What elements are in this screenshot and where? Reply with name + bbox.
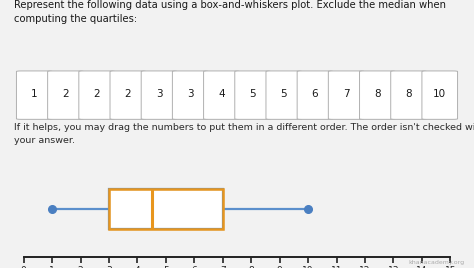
FancyBboxPatch shape [297, 71, 333, 119]
Text: 2: 2 [62, 89, 69, 99]
Text: 8: 8 [405, 89, 412, 99]
FancyBboxPatch shape [79, 71, 114, 119]
Text: 8: 8 [374, 89, 381, 99]
Text: 3: 3 [156, 89, 162, 99]
Text: 5: 5 [249, 89, 256, 99]
FancyBboxPatch shape [235, 71, 270, 119]
FancyBboxPatch shape [110, 71, 146, 119]
FancyBboxPatch shape [173, 71, 208, 119]
Bar [109, 189, 223, 229]
Text: 5: 5 [281, 89, 287, 99]
FancyBboxPatch shape [422, 71, 457, 119]
Bar [109, 189, 223, 229]
FancyBboxPatch shape [47, 71, 83, 119]
Text: 1: 1 [31, 89, 37, 99]
FancyBboxPatch shape [359, 71, 395, 119]
Text: 2: 2 [93, 89, 100, 99]
FancyBboxPatch shape [17, 71, 52, 119]
Text: khanacademy.org: khanacademy.org [409, 260, 465, 265]
FancyBboxPatch shape [328, 71, 364, 119]
FancyBboxPatch shape [266, 71, 301, 119]
Text: Represent the following data using a box-and-whiskers plot. Exclude the median w: Represent the following data using a box… [14, 0, 446, 24]
Text: 3: 3 [187, 89, 193, 99]
Text: 2: 2 [125, 89, 131, 99]
Text: 7: 7 [343, 89, 349, 99]
Text: 6: 6 [312, 89, 318, 99]
Text: 10: 10 [433, 89, 447, 99]
Text: If it helps, you may drag the numbers to put them in a different order. The orde: If it helps, you may drag the numbers to… [14, 123, 474, 145]
FancyBboxPatch shape [203, 71, 239, 119]
FancyBboxPatch shape [141, 71, 177, 119]
FancyBboxPatch shape [391, 71, 426, 119]
Text: 4: 4 [218, 89, 225, 99]
